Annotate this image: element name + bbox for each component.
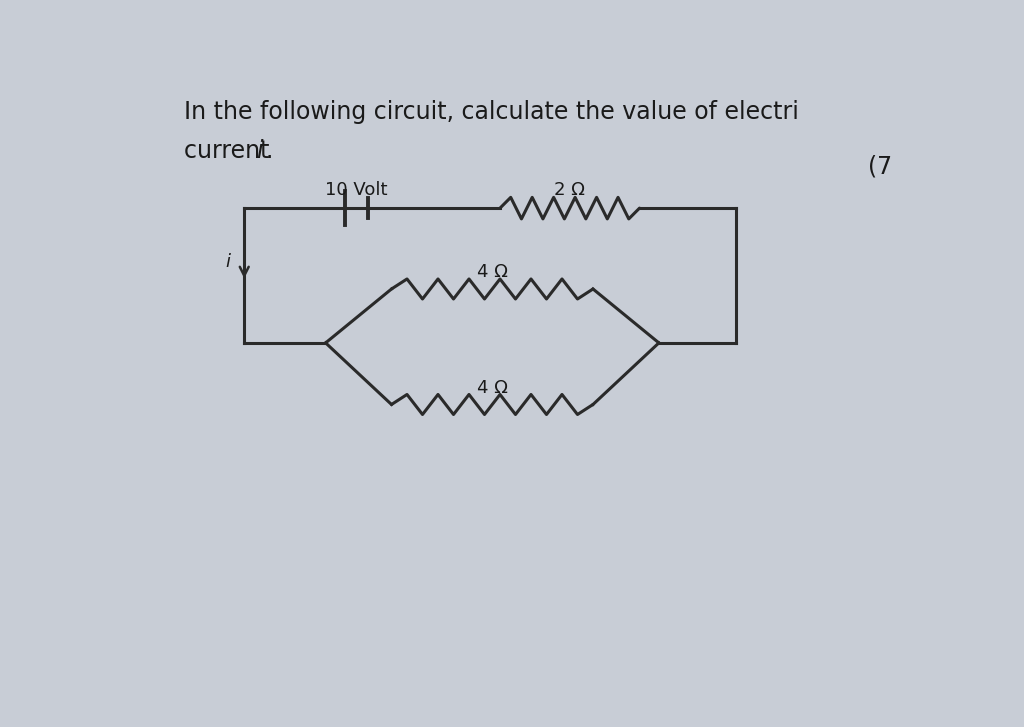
Text: current: current <box>183 139 276 163</box>
Text: 4 Ω: 4 Ω <box>477 263 508 281</box>
Text: i: i <box>256 139 262 163</box>
Text: .: . <box>266 139 273 163</box>
Text: i: i <box>225 253 230 271</box>
Text: 10 Volt: 10 Volt <box>326 181 388 199</box>
Text: 4 Ω: 4 Ω <box>477 379 508 397</box>
Text: 2 Ω: 2 Ω <box>554 181 585 199</box>
Text: (7: (7 <box>868 154 892 178</box>
Text: In the following circuit, calculate the value of electri: In the following circuit, calculate the … <box>183 100 799 124</box>
